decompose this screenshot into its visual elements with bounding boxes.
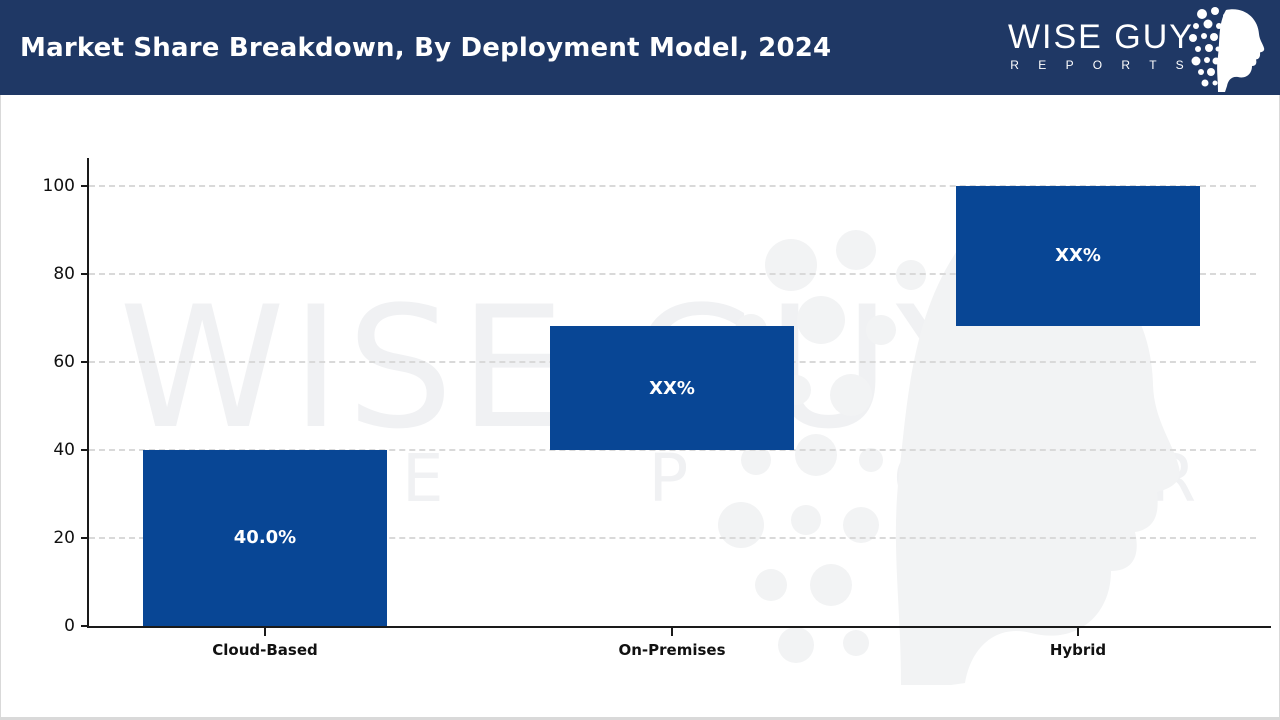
- watermark-head-profile-icon: [710, 230, 1180, 685]
- bar-hybrid: XX%: [956, 185, 1200, 327]
- y-axis-tick-label: 100: [42, 175, 75, 196]
- x-axis-tick: [1077, 628, 1079, 636]
- bar-value-label: XX%: [1055, 245, 1101, 267]
- y-axis-tick: [81, 184, 89, 187]
- y-axis-tick: [81, 536, 89, 539]
- y-axis-tick-label: 80: [53, 263, 75, 284]
- gridline-y-100: [89, 184, 1256, 187]
- wise-guy-reports-logo: WISE GUY R E P O R T S: [1008, 4, 1266, 92]
- head-profile-icon: [1189, 7, 1265, 92]
- bar-value-label: 40.0%: [233, 527, 297, 549]
- logo-brand-subtitle: R E P O R T S: [1010, 57, 1192, 72]
- x-axis-category-label: Cloud-Based: [212, 641, 318, 659]
- y-axis-tick-label: 60: [53, 351, 75, 372]
- y-axis-tick: [81, 360, 89, 363]
- y-axis-tick-label: 20: [53, 527, 75, 548]
- gridline-y-40: [89, 448, 1256, 451]
- bar-on-premises: XX%: [550, 326, 794, 450]
- y-axis-line: [87, 158, 89, 628]
- logo-brand-name: WISE GUY: [1007, 18, 1194, 56]
- x-axis-category-label: Hybrid: [1049, 641, 1107, 659]
- x-axis-tick: [671, 628, 673, 636]
- bar-value-label: XX%: [649, 377, 695, 399]
- y-axis-tick-label: 40: [53, 439, 75, 460]
- gridline-y-80: [89, 272, 1256, 275]
- gridline-y-20: [89, 536, 1256, 539]
- logo-wordmark: WISE GUY R E P O R T S: [1007, 18, 1194, 72]
- y-axis-tick: [81, 448, 89, 451]
- x-axis-tick: [264, 628, 266, 636]
- page-title: Market Share Breakdown, By Deployment Mo…: [20, 32, 832, 63]
- x-axis-line: [87, 626, 1271, 628]
- y-axis-tick: [81, 625, 89, 627]
- x-axis-category-label: On-Premises: [618, 641, 726, 659]
- header-bar: Market Share Breakdown, By Deployment Mo…: [0, 0, 1280, 95]
- bar-cloud-based: 40.0%: [143, 449, 387, 626]
- y-axis-tick-label: 0: [64, 616, 75, 636]
- y-axis-tick: [81, 272, 89, 275]
- chart-panel: WISE GUY R E P O R T S 02040608010040.0%…: [0, 95, 1280, 720]
